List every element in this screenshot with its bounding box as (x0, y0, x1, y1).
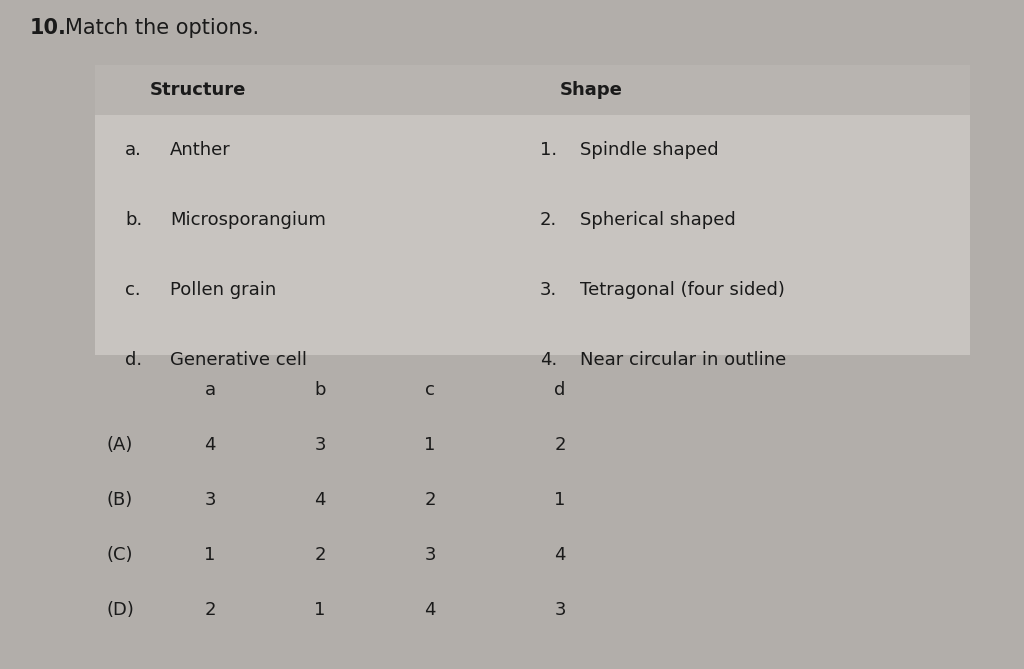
Text: a.: a. (125, 141, 142, 159)
Text: 4: 4 (314, 491, 326, 509)
Text: Pollen grain: Pollen grain (170, 281, 276, 299)
Text: (C): (C) (106, 546, 133, 564)
Text: Spindle shaped: Spindle shaped (580, 141, 719, 159)
Text: b: b (314, 381, 326, 399)
Text: 4: 4 (204, 436, 216, 454)
Text: Tetragonal (four sided): Tetragonal (four sided) (580, 281, 784, 299)
Text: 1: 1 (314, 601, 326, 619)
Text: 4.: 4. (540, 351, 557, 369)
Text: 4: 4 (424, 601, 436, 619)
Text: (D): (D) (106, 601, 134, 619)
Text: Near circular in outline: Near circular in outline (580, 351, 786, 369)
Text: 2: 2 (204, 601, 216, 619)
Text: a: a (205, 381, 216, 399)
Text: c: c (425, 381, 435, 399)
Text: c.: c. (125, 281, 140, 299)
Text: Microsporangium: Microsporangium (170, 211, 326, 229)
Text: 2: 2 (424, 491, 436, 509)
Text: (A): (A) (106, 436, 133, 454)
Text: Generative cell: Generative cell (170, 351, 307, 369)
Text: 1: 1 (554, 491, 565, 509)
Text: 3: 3 (204, 491, 216, 509)
Text: b.: b. (125, 211, 142, 229)
Bar (95, 65, 970, 355)
Text: d: d (554, 381, 565, 399)
Text: d.: d. (125, 351, 142, 369)
Text: 1: 1 (205, 546, 216, 564)
Text: (B): (B) (106, 491, 133, 509)
Text: 3: 3 (314, 436, 326, 454)
Text: 1.: 1. (540, 141, 557, 159)
Text: 4: 4 (554, 546, 565, 564)
Text: 2: 2 (314, 546, 326, 564)
Text: 1: 1 (424, 436, 435, 454)
Text: Spherical shaped: Spherical shaped (580, 211, 736, 229)
Text: 10.: 10. (30, 18, 67, 38)
Text: Structure: Structure (150, 81, 247, 99)
Text: 3.: 3. (540, 281, 557, 299)
Text: 3: 3 (424, 546, 436, 564)
Text: 3: 3 (554, 601, 565, 619)
Text: Anther: Anther (170, 141, 230, 159)
Text: Match the options.: Match the options. (65, 18, 259, 38)
Text: Shape: Shape (560, 81, 623, 99)
Text: 2: 2 (554, 436, 565, 454)
Text: 2.: 2. (540, 211, 557, 229)
Bar (95, 65, 970, 115)
